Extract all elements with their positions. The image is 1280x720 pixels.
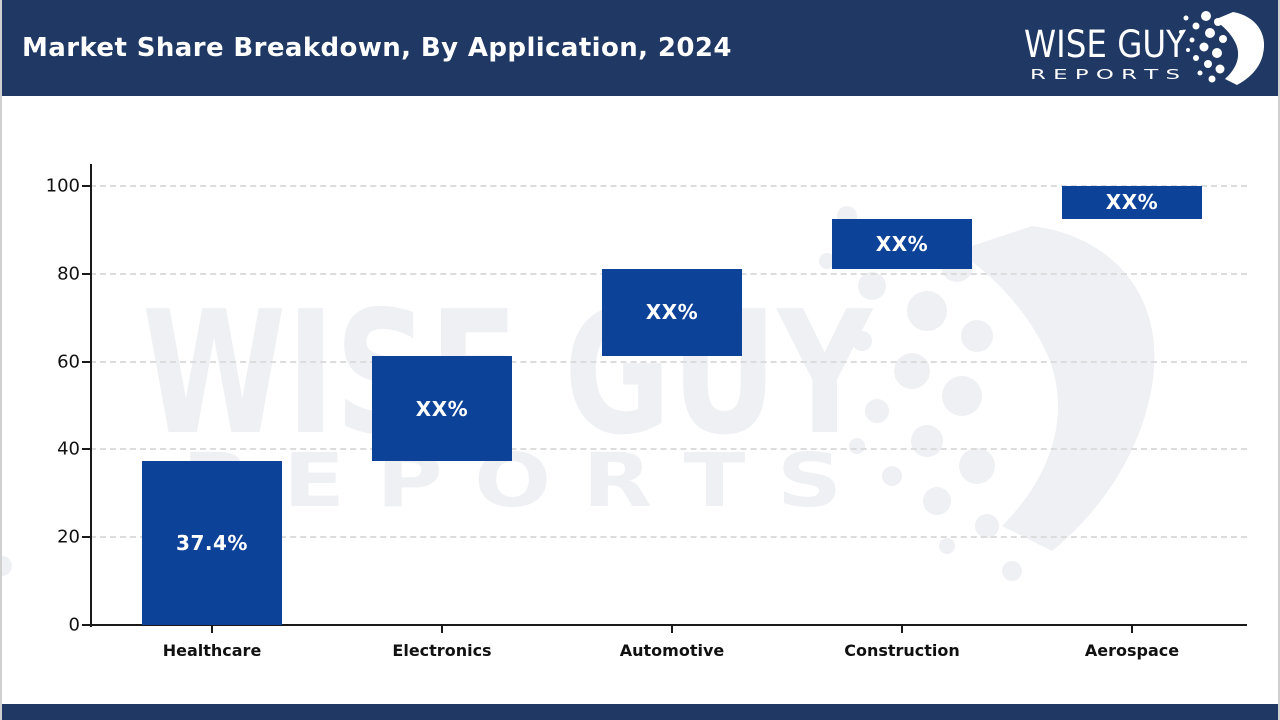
y-tick-label-0: 0 bbox=[68, 614, 80, 636]
x-category-label-automotive: Automotive bbox=[619, 641, 725, 660]
y-tick-label-20: 20 bbox=[57, 526, 80, 548]
gridline-40 bbox=[90, 448, 1247, 451]
x-category-label-aerospace: Aerospace bbox=[1084, 641, 1180, 660]
gridline-60 bbox=[90, 360, 1247, 363]
x-axis-line bbox=[90, 624, 1247, 626]
y-axis-line bbox=[90, 164, 92, 627]
x-category-label-construction: Construction bbox=[844, 641, 960, 660]
logo-text-line1: WISE GUY bbox=[1024, 23, 1186, 66]
bar-automotive: XX% bbox=[602, 268, 742, 357]
x-tick-aerospace bbox=[1131, 626, 1133, 633]
y-tick-60 bbox=[82, 360, 90, 363]
x-category-label-healthcare: Healthcare bbox=[162, 641, 262, 660]
bar-value-label-aerospace: XX% bbox=[1105, 190, 1159, 215]
bar-value-label-construction: XX% bbox=[875, 231, 929, 256]
y-tick-20 bbox=[82, 536, 90, 539]
x-tick-construction bbox=[901, 626, 903, 633]
bar-value-label-automotive: XX% bbox=[645, 300, 699, 325]
y-tick-label-40: 40 bbox=[57, 438, 80, 460]
x-tick-healthcare bbox=[211, 626, 213, 633]
x-category-label-electronics: Electronics bbox=[392, 641, 492, 660]
page-title: Market Share Breakdown, By Application, … bbox=[22, 33, 732, 63]
bar-construction: XX% bbox=[832, 218, 972, 269]
bar-value-label-healthcare: 37.4% bbox=[176, 530, 248, 555]
y-tick-label-100: 100 bbox=[45, 175, 80, 197]
bar-aerospace: XX% bbox=[1062, 186, 1202, 219]
gridline-20 bbox=[90, 536, 1247, 539]
gridline-100 bbox=[90, 185, 1247, 187]
bar-electronics: XX% bbox=[372, 356, 512, 461]
y-tick-0 bbox=[82, 624, 90, 626]
y-tick-label-60: 60 bbox=[57, 351, 80, 373]
y-tick-label-80: 80 bbox=[57, 263, 80, 285]
bar-value-label-electronics: XX% bbox=[415, 396, 469, 421]
footer-bar bbox=[2, 704, 1278, 720]
x-tick-automotive bbox=[671, 626, 673, 633]
chart-area: WISE GUY R E P O R T S 0 20 40 60 80 100 37 bbox=[2, 96, 1278, 704]
face-icon bbox=[1179, 11, 1265, 85]
logo-text-line2: R E P O R T S bbox=[1030, 68, 1180, 83]
x-tick-electronics bbox=[441, 626, 443, 633]
y-tick-40 bbox=[82, 448, 90, 451]
y-tick-100 bbox=[82, 185, 90, 187]
bar-healthcare: 37.4% bbox=[142, 460, 282, 625]
header-banner: Market Share Breakdown, By Application, … bbox=[2, 0, 1278, 96]
y-tick-80 bbox=[82, 272, 90, 275]
wise-guy-logo: WISE GUY R E P O R T S bbox=[1024, 11, 1265, 85]
